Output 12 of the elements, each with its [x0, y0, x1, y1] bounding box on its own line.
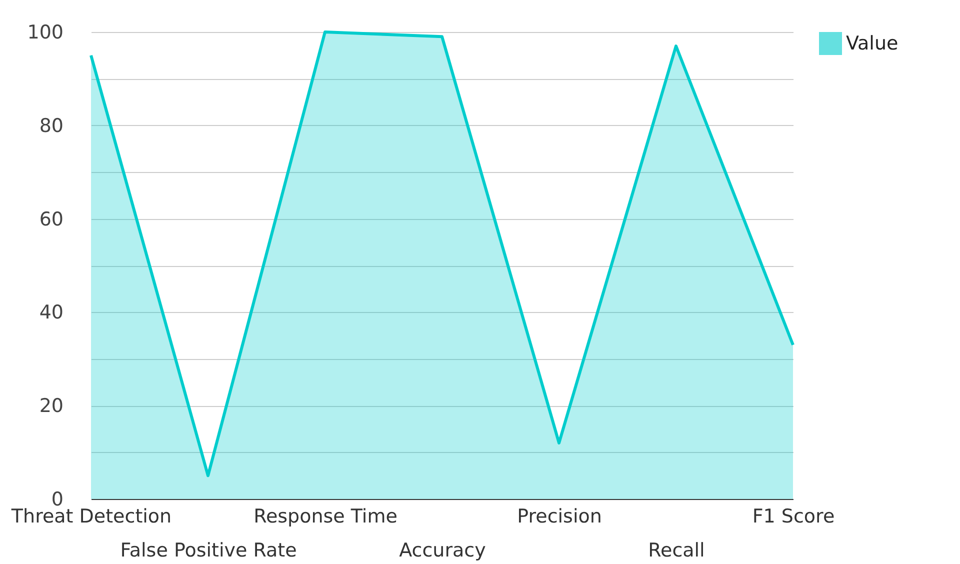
x-tick-label: F1 Score: [752, 506, 835, 528]
y-tick-label: 20: [39, 395, 64, 418]
y-tick-label: 100: [27, 22, 64, 44]
x-tick-label: Precision: [517, 506, 602, 528]
x-tick-label: False Positive Rate: [120, 540, 297, 562]
x-tick-label: Accuracy: [399, 540, 486, 562]
legend-label: Value: [846, 32, 898, 54]
y-tick-label: 80: [39, 114, 64, 137]
x-tick-label: Recall: [648, 540, 705, 562]
y-tick-label: 40: [39, 302, 64, 324]
y-tick-label: 60: [39, 208, 64, 230]
x-tick-label: Response Time: [254, 506, 398, 528]
